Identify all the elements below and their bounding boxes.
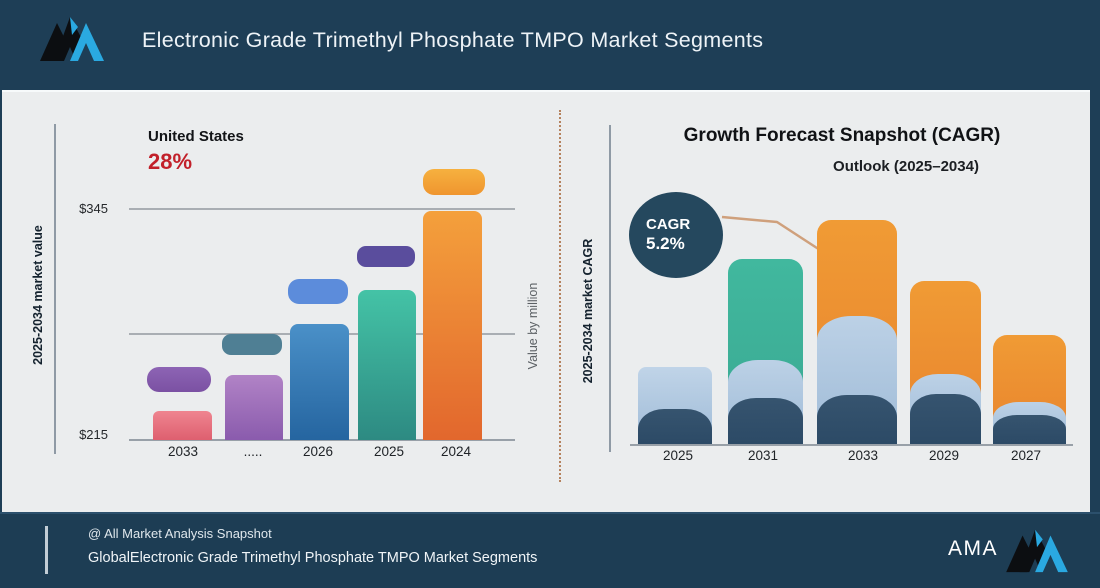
left-cap-2033 (147, 367, 211, 392)
left-bar-2024 (423, 211, 482, 440)
right-xlabel-2025: 2025 (662, 448, 694, 463)
footer: @ All Market Analysis Snapshot GlobalEle… (0, 512, 1100, 588)
left-cap-2024 (423, 169, 485, 195)
left-cap-dots (222, 334, 282, 355)
cagr-label: CAGR (646, 216, 691, 233)
right-bar-2025-base (638, 409, 712, 444)
right-chart-title: Growth Forecast Snapshot (CAGR) (683, 125, 1001, 146)
left-ytick-top: $345 (79, 201, 108, 216)
right-bar-2029-base (910, 394, 981, 444)
right-y-axis-line (609, 125, 611, 452)
brand-logo-icon (40, 17, 104, 61)
left-bar-2025 (358, 290, 416, 440)
footer-brand-text: AMA (948, 537, 999, 560)
left-cap-2026 (288, 279, 348, 304)
left-gridline-345 (129, 208, 515, 210)
left-ytick-bottom: $215 (79, 427, 108, 442)
left-xlabel-2024: 2024 (440, 444, 472, 459)
right-bar-2031-base (728, 398, 803, 444)
left-x-axis-line (129, 439, 515, 441)
divider-axis-label: Value by million (526, 282, 540, 370)
right-y-axis-label: 2025-2034 market CAGR (581, 238, 595, 384)
right-xlabel-2033: 2033 (847, 448, 879, 463)
footer-accent-bar (45, 526, 48, 574)
right-chart-subtitle: Outlook (2025–2034) (833, 158, 979, 175)
left-bar-2026 (290, 324, 349, 440)
footer-title-line: GlobalElectronic Grade Trimethyl Phospha… (88, 550, 538, 566)
left-xlabel-2025: 2025 (373, 444, 405, 459)
left-xlabel-2026: 2026 (302, 444, 334, 459)
page-title: Electronic Grade Trimethyl Phosphate TMP… (142, 28, 764, 52)
right-xlabel-2029: 2029 (928, 448, 960, 463)
left-cap-2025 (357, 246, 415, 267)
footer-brand-logo-icon (1006, 529, 1068, 573)
left-y-axis-label: 2025-2034 market value (31, 225, 45, 365)
left-chart-heading: United States (148, 128, 244, 145)
left-xlabel-dots: ..... (243, 444, 263, 459)
header: Electronic Grade Trimethyl Phosphate TMP… (0, 0, 1100, 88)
cagr-badge: CAGR 5.2% (629, 192, 723, 278)
right-xlabel-2031: 2031 (747, 448, 779, 463)
right-x-axis-line (630, 444, 1073, 446)
right-bar-2027-base (993, 415, 1066, 444)
left-y-axis-line (54, 124, 56, 454)
left-chart-percent: 28% (148, 149, 193, 174)
right-xlabel-2027: 2027 (1010, 448, 1042, 463)
cagr-connector-line (721, 215, 821, 252)
left-xlabel-2033: 2033 (167, 444, 199, 459)
infographic-card: United States 28% 2025-2034 market value… (2, 90, 1090, 512)
cagr-value: 5.2% (646, 234, 685, 253)
right-bar-2033-base (817, 395, 897, 444)
panel-divider-dotted-line (559, 110, 561, 482)
footer-source-line: @ All Market Analysis Snapshot (88, 526, 272, 541)
left-bar-dots (225, 375, 283, 440)
left-bar-2033 (153, 411, 212, 440)
